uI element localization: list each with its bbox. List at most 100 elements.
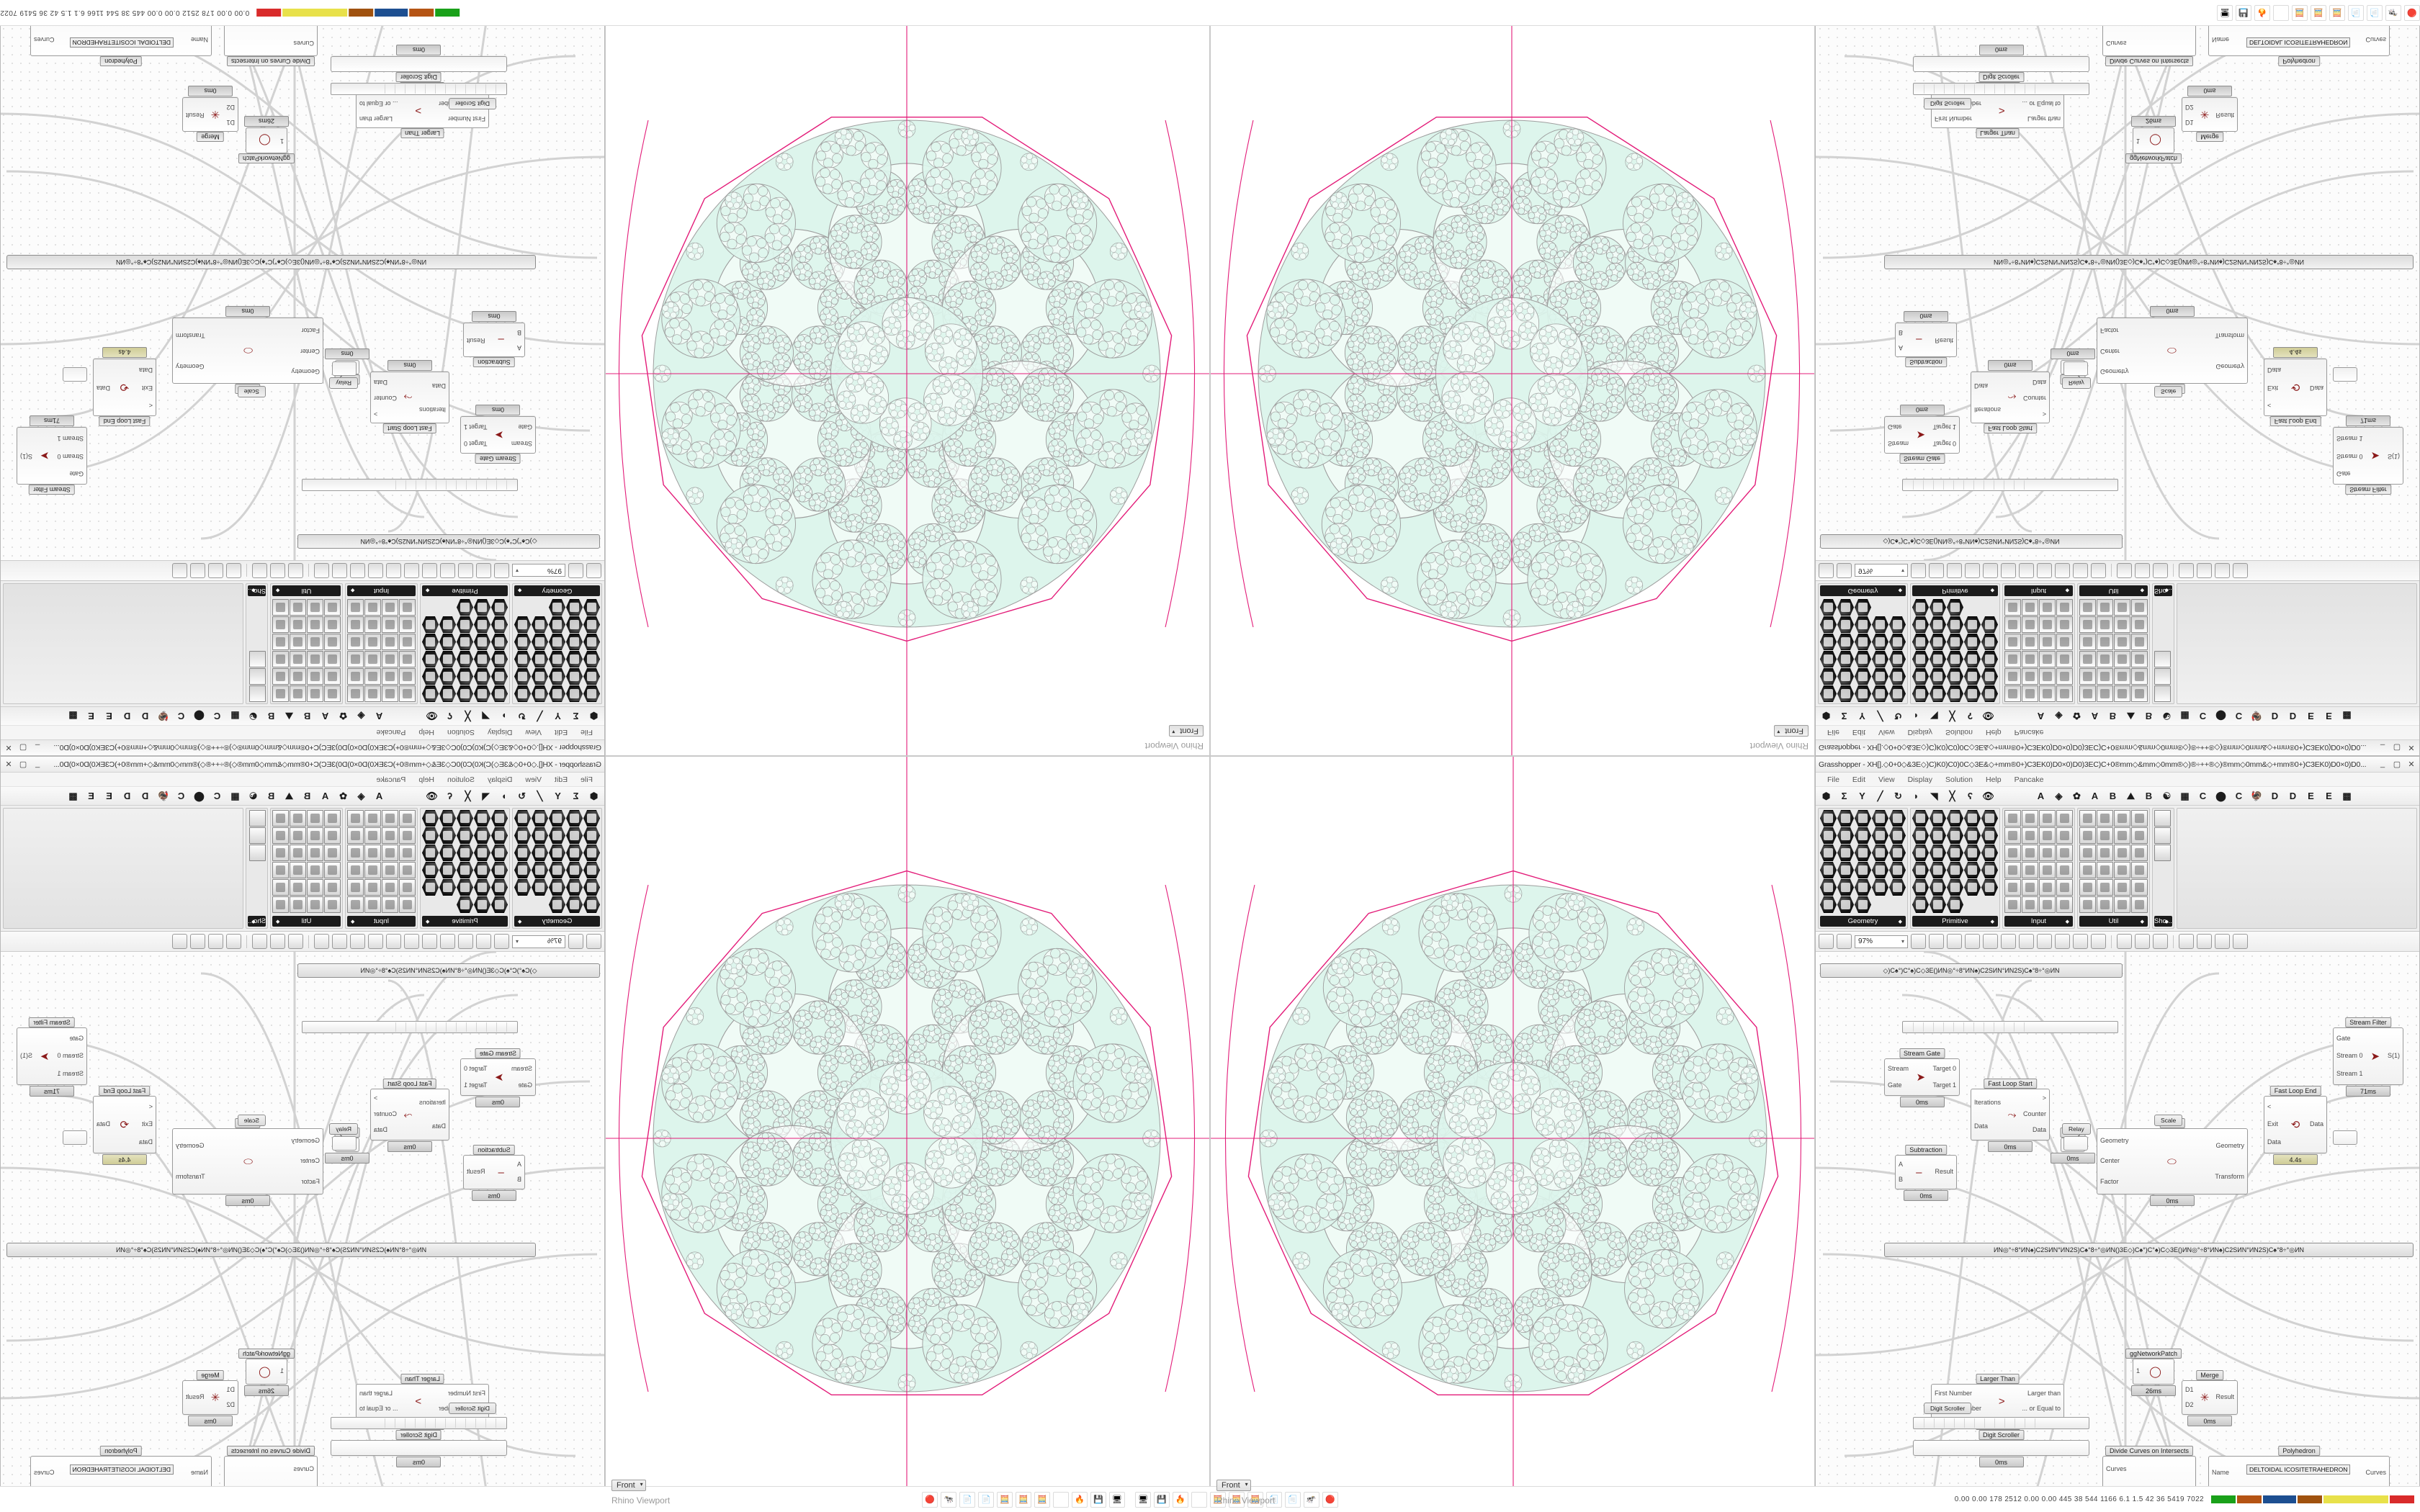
packing-circle <box>1356 264 1364 271</box>
packing-circle <box>820 1225 827 1233</box>
packing-circle <box>1005 478 1013 486</box>
packing-circle <box>990 282 998 290</box>
packing-circle <box>856 334 864 342</box>
packing-circle <box>874 1035 882 1043</box>
rhino-viewport-top-left[interactable]: Rhino Viewport Front <box>605 0 1210 756</box>
rhino-viewport-top-right[interactable]: Rhino Viewport Front <box>1210 0 1815 756</box>
viewport-view-dropdown-tl[interactable]: Front <box>1169 725 1204 737</box>
packing-circle <box>951 251 959 258</box>
rhino-viewport-column: Rhino Viewport Front Rhino Viewport Fron… <box>605 0 1815 1512</box>
packing-circle <box>1011 402 1019 410</box>
packing-circle <box>1057 346 1065 354</box>
packing-circle <box>835 1252 843 1260</box>
packing-circle <box>918 468 926 475</box>
packing-circle <box>1053 473 1060 481</box>
packing-circle <box>1293 399 1304 410</box>
packing-circle <box>1631 197 1642 207</box>
packing-circle <box>1047 405 1054 412</box>
packing-circle <box>964 333 972 341</box>
viewport-view-dropdown-tr[interactable]: Front <box>1774 725 1809 737</box>
rhino-viewport-bottom-left[interactable]: Rhino Viewport Front <box>605 756 1210 1512</box>
packing-circle <box>1083 210 1093 220</box>
packing-circle <box>1062 396 1070 404</box>
packing-circle <box>881 470 888 478</box>
packing-circle <box>1430 300 1438 308</box>
packing-circle <box>1350 262 1358 270</box>
packing-circle <box>743 193 754 204</box>
packing-circle <box>760 271 768 279</box>
packing-circle <box>1028 513 1039 525</box>
packing-circle <box>746 314 754 322</box>
packing-circle <box>985 316 993 323</box>
packing-circle <box>833 505 841 513</box>
packing-circle <box>776 1038 784 1045</box>
packing-circle <box>735 234 746 245</box>
packing-circle <box>1402 352 1410 360</box>
packing-circle <box>861 1057 869 1064</box>
packing-circle <box>926 206 933 213</box>
packing-circle <box>1315 413 1326 423</box>
packing-circle <box>889 403 897 410</box>
packing-circle <box>1684 548 1691 555</box>
packing-circle <box>965 359 972 366</box>
packing-circle <box>756 1213 764 1220</box>
packing-circle <box>830 580 841 591</box>
packing-circle <box>1698 303 1708 315</box>
packing-circle <box>1482 381 1489 389</box>
packing-circle <box>972 605 979 612</box>
packing-circle <box>1718 333 1729 344</box>
packing-circle <box>1560 429 1568 437</box>
packing-circle <box>1594 458 1602 466</box>
packing-circle <box>1500 399 1507 407</box>
packing-circle <box>1373 411 1380 419</box>
packing-circle <box>1057 238 1068 248</box>
packing-circle <box>1617 475 1625 482</box>
packing-circle <box>889 197 897 205</box>
packing-circle <box>933 511 941 518</box>
packing-circle <box>1415 243 1422 250</box>
packing-circle <box>1076 327 1087 338</box>
packing-circle <box>1681 437 1692 448</box>
packing-circle <box>846 401 853 409</box>
packing-circle <box>691 242 699 250</box>
packing-circle <box>1113 444 1124 454</box>
packing-circle <box>964 230 972 238</box>
packing-circle <box>1136 405 1147 416</box>
packing-circle <box>1286 414 1297 425</box>
packing-circle <box>1638 402 1646 410</box>
packing-circle <box>1731 293 1742 304</box>
packing-circle <box>1362 410 1369 417</box>
packing-circle <box>1653 327 1660 335</box>
packing-circle <box>797 1038 805 1045</box>
packing-circle <box>672 418 683 429</box>
packing-circle <box>1649 193 1660 204</box>
packing-circle <box>1053 300 1061 308</box>
packing-circle <box>1631 467 1638 474</box>
packing-circle <box>1307 453 1319 464</box>
packing-circle <box>662 431 669 438</box>
packing-circle <box>918 197 926 205</box>
packing-circle <box>919 540 927 548</box>
packing-circle <box>877 406 884 414</box>
packing-circle <box>965 292 972 300</box>
packing-circle <box>939 498 946 506</box>
packing-circle <box>1301 491 1309 498</box>
packing-circle <box>1559 440 1567 448</box>
packing-circle <box>1417 326 1425 334</box>
packing-circle <box>819 1177 827 1185</box>
packing-circle <box>975 233 983 240</box>
packing-circle <box>1696 404 1707 415</box>
packing-circle <box>959 982 967 990</box>
packing-circle <box>777 256 785 264</box>
packing-circle <box>933 477 941 485</box>
packing-circle <box>1502 205 1510 212</box>
packing-circle <box>1363 487 1373 498</box>
packing-circle <box>963 542 974 553</box>
packing-circle <box>1454 345 1462 353</box>
packing-circle <box>751 1151 759 1159</box>
packing-circle <box>970 269 977 276</box>
packing-circle <box>1004 377 1012 385</box>
packing-circle <box>1505 130 1512 137</box>
packing-circle <box>845 605 853 612</box>
packing-circle <box>1502 299 1510 307</box>
